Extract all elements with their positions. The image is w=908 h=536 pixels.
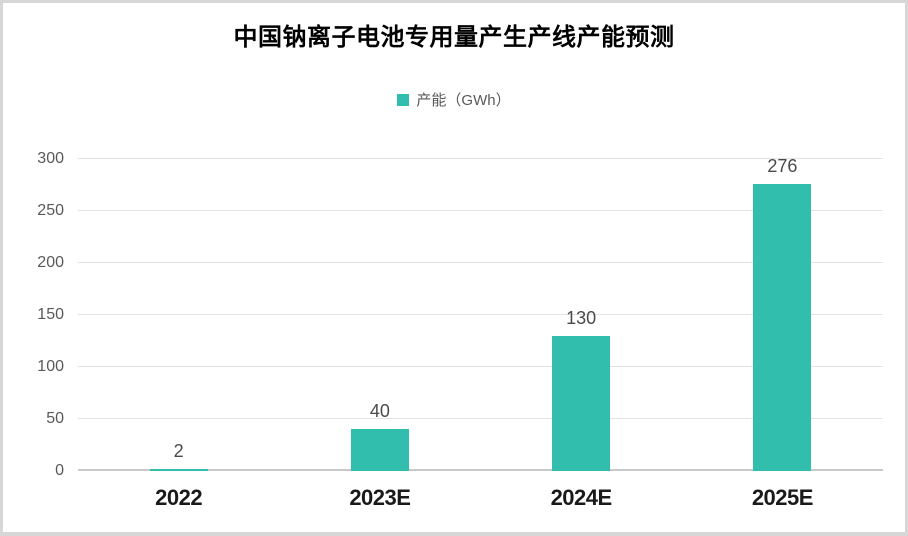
gridline <box>78 158 883 159</box>
chart-title: 中国钠离子电池专用量产生产线产能预测 <box>233 25 675 51</box>
bar <box>753 183 812 471</box>
bar-column: 276 <box>753 155 812 471</box>
legend: 产能（GWh） <box>3 89 905 110</box>
x-category-label: 2023E <box>349 485 411 510</box>
y-tick-label: 100 <box>37 358 64 375</box>
x-category-label: 2022 <box>155 485 203 510</box>
y-tick-label: 200 <box>37 254 64 271</box>
y-tick-label: 50 <box>46 410 64 427</box>
bar-column: 130 <box>552 159 611 471</box>
legend-label: 产能（GWh） <box>416 92 511 109</box>
plot-area: 0 50 100 150 200 250 300 2 40 130 276 2022 2023E 20… <box>37 150 883 510</box>
bar <box>149 468 208 471</box>
gridline <box>78 418 883 419</box>
x-category-label: 2025E <box>751 485 814 510</box>
legend-swatch-icon <box>397 93 410 106</box>
gridline <box>78 314 883 315</box>
bar-value-label: 2 <box>173 440 184 461</box>
y-tick-label: 0 <box>55 462 64 479</box>
x-category-label: 2024E <box>550 485 613 510</box>
bar <box>552 335 611 471</box>
bar-value-label: 130 <box>566 307 597 328</box>
gridline <box>78 366 883 367</box>
y-tick-label: 150 <box>37 306 64 323</box>
y-tick-label: 250 <box>37 202 64 219</box>
bar-column: 2 <box>149 159 208 471</box>
x-axis-line <box>78 469 883 471</box>
y-tick-label: 300 <box>37 150 64 167</box>
bar-value-label: 40 <box>369 401 390 422</box>
gridline <box>78 262 883 263</box>
gridline <box>78 210 883 211</box>
bar <box>350 429 409 471</box>
bar-value-label: 276 <box>767 155 798 176</box>
bar-column: 40 <box>350 159 409 471</box>
